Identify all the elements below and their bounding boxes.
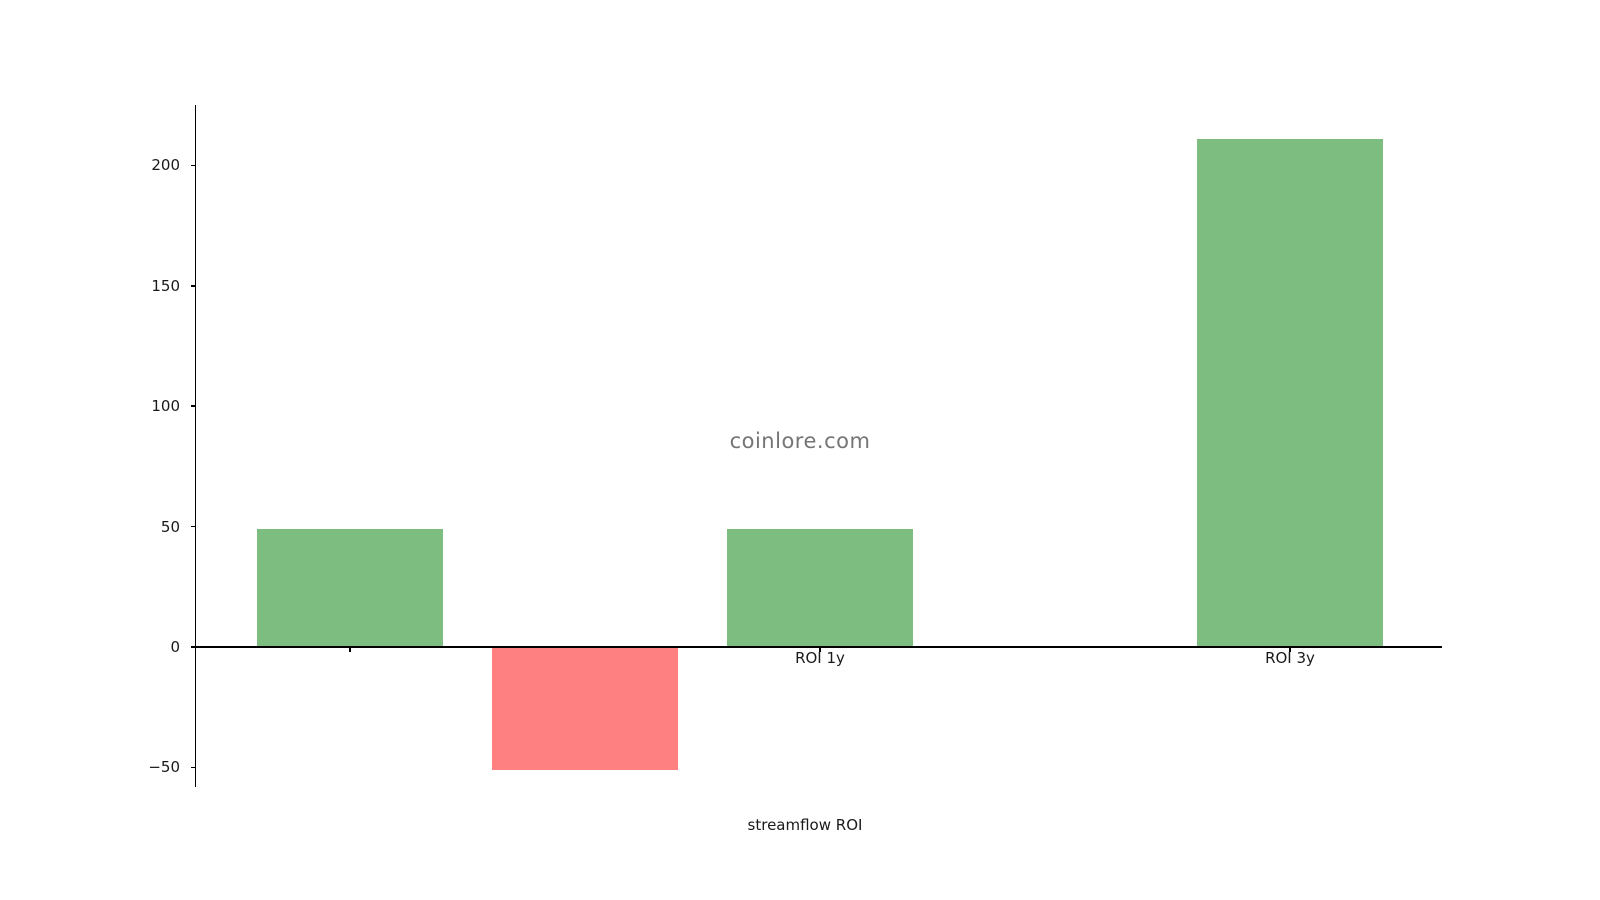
y-tick-label: 0 <box>170 638 180 656</box>
y-tick-label: 50 <box>160 517 180 536</box>
x-tick-mark <box>1289 647 1291 652</box>
y-tick-label: −50 <box>148 758 180 777</box>
x-tick-label-roi-3y: ROI 3y <box>1265 649 1315 667</box>
y-tick-mark <box>190 646 195 648</box>
x-axis-line <box>196 646 1442 648</box>
y-tick-label: 150 <box>151 276 180 295</box>
y-tick-mark <box>190 164 195 167</box>
y-tick-mark <box>190 405 195 407</box>
y-tick-label: 200 <box>151 156 180 175</box>
y-tick-mark <box>190 285 195 287</box>
y-axis-spine <box>194 105 196 787</box>
bar-roi-1y <box>727 528 913 647</box>
bar-roi-3y <box>1197 138 1383 647</box>
x-tick-mark <box>349 647 351 652</box>
y-tick-mark <box>190 525 195 528</box>
y-tick-label: 100 <box>151 397 180 416</box>
bar-slot-0 <box>257 528 443 647</box>
watermark: coinlore.com <box>729 429 871 453</box>
bar-slot-1 <box>492 647 678 770</box>
x-tick-label-roi-1y: ROI 1y <box>795 649 845 667</box>
x-tick-mark <box>819 647 821 652</box>
y-tick-mark <box>190 766 195 769</box>
x-axis-title: streamflow ROI <box>747 816 863 834</box>
